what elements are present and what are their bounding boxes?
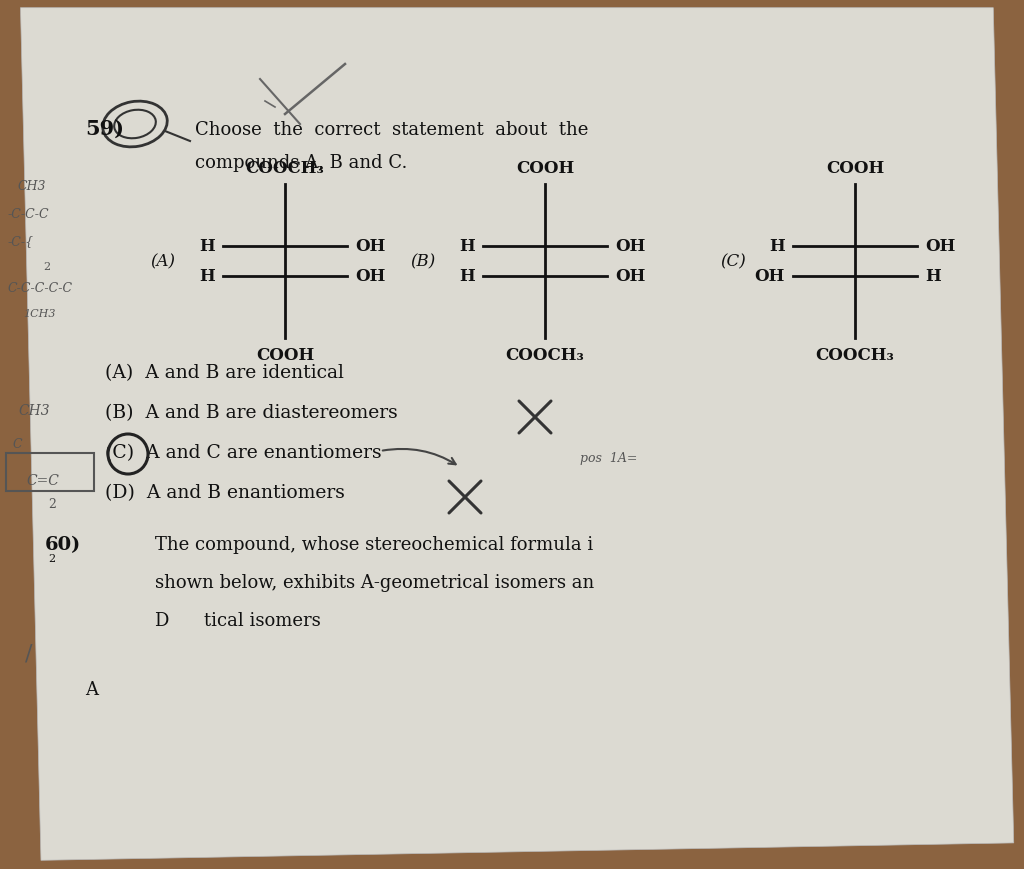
Text: H: H bbox=[200, 238, 215, 255]
Text: Choose  the  correct  statement  about  the: Choose the correct statement about the bbox=[195, 121, 589, 139]
Text: C-C-C-C-C: C-C-C-C-C bbox=[8, 282, 73, 295]
Text: D      tical isomers: D tical isomers bbox=[155, 611, 321, 629]
Text: H: H bbox=[459, 269, 475, 285]
Text: CH3: CH3 bbox=[18, 403, 49, 417]
Text: COOCH₃: COOCH₃ bbox=[246, 160, 325, 176]
Text: COOH: COOH bbox=[256, 347, 314, 363]
Text: A: A bbox=[85, 680, 98, 698]
Text: (D)  A and B enantiomers: (D) A and B enantiomers bbox=[105, 483, 345, 501]
Text: C: C bbox=[13, 437, 23, 450]
FancyArrowPatch shape bbox=[383, 449, 456, 465]
Text: (A): (A) bbox=[151, 253, 175, 270]
Text: pos  1A=: pos 1A= bbox=[580, 452, 637, 464]
Text: (B)  A and B are diastereomers: (B) A and B are diastereomers bbox=[105, 403, 397, 421]
Text: /: / bbox=[25, 642, 33, 664]
Text: C=C: C=C bbox=[26, 474, 58, 488]
Text: (A)  A and B are identical: (A) A and B are identical bbox=[105, 363, 344, 381]
Text: H: H bbox=[769, 238, 785, 255]
Text: COOH: COOH bbox=[516, 160, 574, 176]
Text: 2: 2 bbox=[43, 262, 50, 272]
Text: -C-{: -C-{ bbox=[8, 235, 34, 248]
Text: OH: OH bbox=[355, 269, 385, 285]
Text: (B): (B) bbox=[411, 253, 435, 270]
Text: OH: OH bbox=[755, 269, 785, 285]
Text: OH: OH bbox=[615, 238, 645, 255]
Polygon shape bbox=[20, 9, 1014, 860]
Text: The compound, whose stereochemical formula i: The compound, whose stereochemical formu… bbox=[155, 535, 593, 554]
Text: compounds A, B and C.: compounds A, B and C. bbox=[195, 154, 408, 172]
Text: COOCH₃: COOCH₃ bbox=[816, 347, 894, 363]
Text: OH: OH bbox=[355, 238, 385, 255]
Text: (C)  A and C are enantiomers: (C) A and C are enantiomers bbox=[105, 443, 382, 461]
Text: OH: OH bbox=[925, 238, 955, 255]
Text: COOCH₃: COOCH₃ bbox=[506, 347, 585, 363]
Text: H: H bbox=[925, 269, 941, 285]
Text: 1CH3: 1CH3 bbox=[23, 308, 55, 319]
Text: 59): 59) bbox=[85, 119, 124, 139]
Text: 2: 2 bbox=[48, 554, 55, 563]
Text: (C): (C) bbox=[720, 253, 745, 270]
Text: OH: OH bbox=[615, 269, 645, 285]
Text: CH3: CH3 bbox=[18, 180, 46, 193]
Text: COOH: COOH bbox=[826, 160, 884, 176]
Text: 2: 2 bbox=[48, 497, 56, 510]
Text: H: H bbox=[459, 238, 475, 255]
Text: H: H bbox=[200, 269, 215, 285]
Text: 60): 60) bbox=[45, 535, 81, 554]
Text: -C-C-C: -C-C-C bbox=[8, 208, 49, 221]
Text: shown below, exhibits A-geometrical isomers an: shown below, exhibits A-geometrical isom… bbox=[155, 574, 594, 591]
